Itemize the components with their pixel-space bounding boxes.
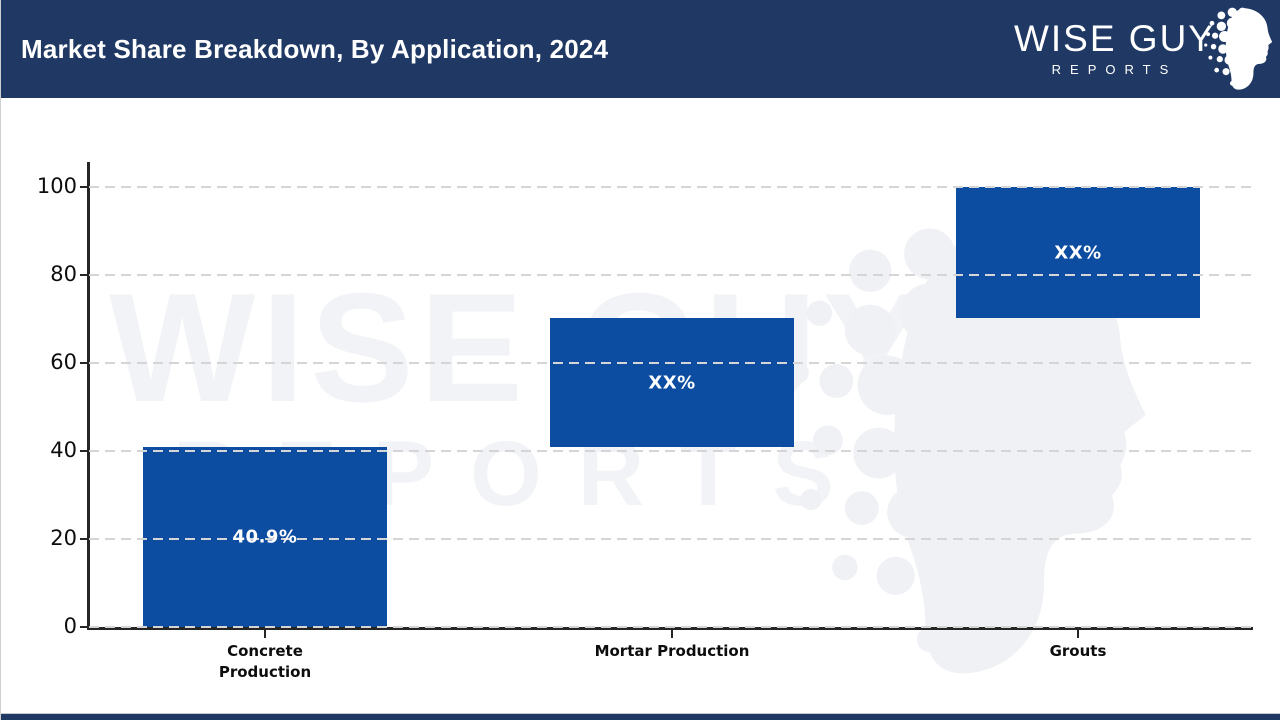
x-axis-label-line: Concrete <box>227 642 303 660</box>
y-axis-tick <box>80 274 87 276</box>
bar-value-label: XX% <box>1054 242 1102 264</box>
x-axis-tick <box>1077 630 1079 638</box>
y-axis-tick-label: 60 <box>50 350 77 374</box>
x-axis-category-label: Concrete Production <box>155 641 375 683</box>
y-axis-tick-label: 20 <box>50 526 77 550</box>
footer-divider <box>1 713 1280 714</box>
x-axis-category-label: Mortar Production <box>562 641 782 662</box>
x-axis-label-line: Production <box>218 663 312 681</box>
gridline <box>89 186 1253 188</box>
bar-value-label: 40.9% <box>232 526 298 548</box>
y-axis-tick-label: 0 <box>63 614 77 638</box>
logo-wordmark: WISE GUY <box>1013 18 1215 59</box>
bar-value-label: XX% <box>648 372 696 394</box>
face-profile-icon <box>1204 7 1273 90</box>
y-axis-tick <box>80 186 87 188</box>
page-title: Market Share Breakdown, By Application, … <box>21 34 609 64</box>
gridline <box>89 450 1253 452</box>
y-axis-tick <box>80 538 87 540</box>
x-axis-tick <box>264 630 266 638</box>
gridline <box>89 626 1253 628</box>
y-axis-tick <box>80 362 87 364</box>
x-axis-category-label: Grouts <box>968 641 1188 662</box>
logo-text: WISE GUY REPORTS <box>1014 18 1215 77</box>
bar-grouts <box>956 187 1200 319</box>
x-axis-line <box>87 627 1253 630</box>
y-axis-tick-label: 100 <box>36 174 77 198</box>
bar-concrete-production <box>143 447 387 627</box>
gridline <box>89 362 1253 364</box>
header-bar: Market Share Breakdown, By Application, … <box>1 0 1280 98</box>
y-axis-tick <box>80 450 87 452</box>
y-axis-tick <box>80 626 87 628</box>
x-axis-label-line: Grouts <box>1049 642 1107 660</box>
x-axis-tick <box>671 630 673 638</box>
gridline <box>89 274 1253 276</box>
logo-subtitle: REPORTS <box>1051 62 1178 77</box>
y-axis-tick-label: 80 <box>50 262 77 286</box>
footer-bar <box>1 714 1280 720</box>
bar-mortar-production <box>550 318 794 448</box>
gridline <box>89 538 1253 540</box>
chart-area: WISE GUY REPORTS 0 20 40 60 80 100 40.9% Concre… <box>1 98 1280 713</box>
wise-guy-reports-logo: WISE GUY REPORTS <box>1013 0 1273 98</box>
y-axis-line <box>87 162 90 630</box>
x-axis-label-line: Mortar Production <box>594 642 750 660</box>
y-axis-tick-label: 40 <box>50 438 77 462</box>
